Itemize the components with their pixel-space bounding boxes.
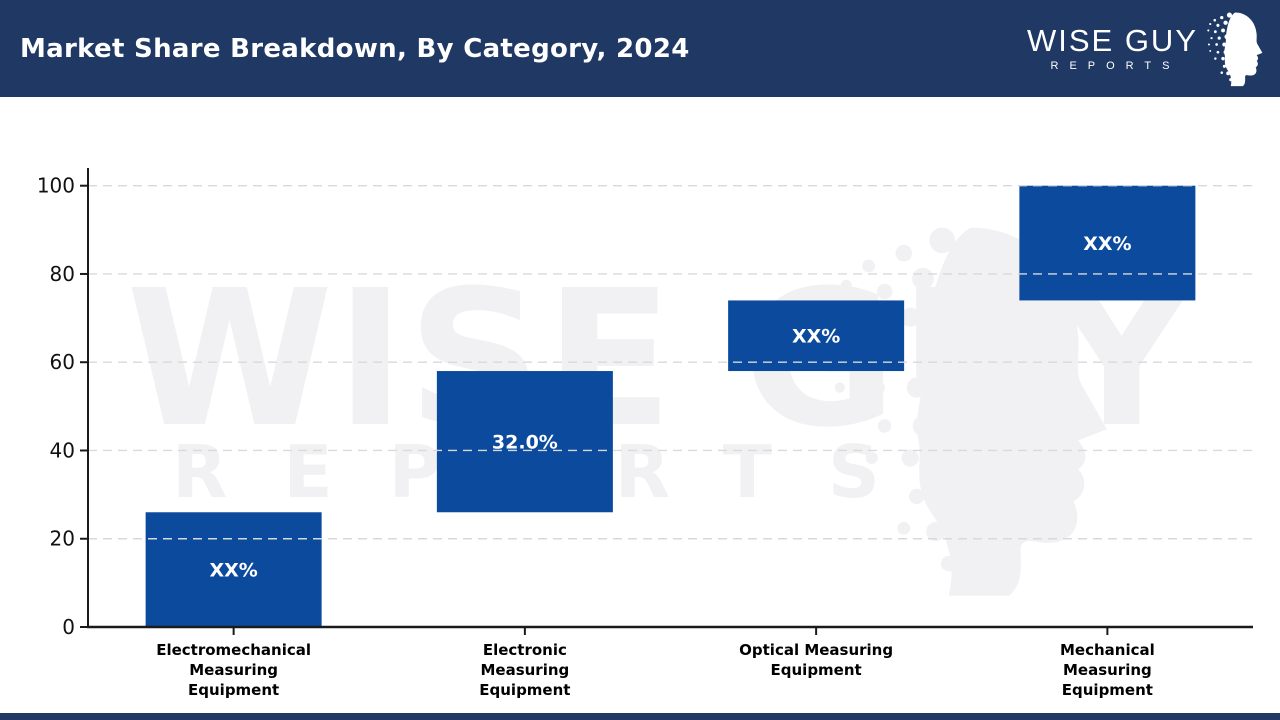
bar-segment-2[interactable] bbox=[728, 300, 905, 372]
bar-value-label: XX% bbox=[1083, 233, 1131, 255]
y-tick-label: 20 bbox=[50, 527, 75, 551]
header-bar: Market Share Breakdown, By Category, 202… bbox=[0, 0, 1280, 97]
page-title: Market Share Breakdown, By Category, 202… bbox=[20, 33, 690, 64]
bar-segment-3[interactable] bbox=[1019, 185, 1196, 301]
y-tick-label: 80 bbox=[50, 262, 75, 286]
bar-value-label: XX% bbox=[792, 326, 840, 348]
bar-segment-0[interactable] bbox=[145, 512, 322, 627]
y-tick-label: 60 bbox=[50, 350, 75, 374]
y-tick-label: 100 bbox=[37, 174, 75, 198]
x-category-label: Optical Measuring Equipment bbox=[739, 641, 894, 679]
bar-value-label: 32.0% bbox=[492, 432, 558, 454]
brand-wordmark-line1: WISE GUY bbox=[1026, 23, 1198, 58]
brand-head-icon bbox=[1200, 10, 1264, 88]
x-category-label: Electromechanical Measuring Equipment bbox=[156, 641, 312, 699]
x-category-label: Mechanical Measuring Equipment bbox=[1059, 641, 1155, 699]
brand-wordmark-line2: REPORTS bbox=[1050, 60, 1181, 72]
y-tick-label: 0 bbox=[62, 615, 75, 639]
brand-wordmark: WISE GUY REPORTS bbox=[1027, 25, 1198, 72]
brand-logo: WISE GUY REPORTS bbox=[1027, 10, 1264, 88]
bar-value-label: XX% bbox=[209, 560, 257, 582]
footer-bar bbox=[0, 713, 1280, 720]
y-tick-label: 40 bbox=[50, 438, 75, 462]
x-category-label: Electronic Measuring Equipment bbox=[479, 641, 571, 699]
bar-segment-1[interactable] bbox=[436, 371, 613, 513]
